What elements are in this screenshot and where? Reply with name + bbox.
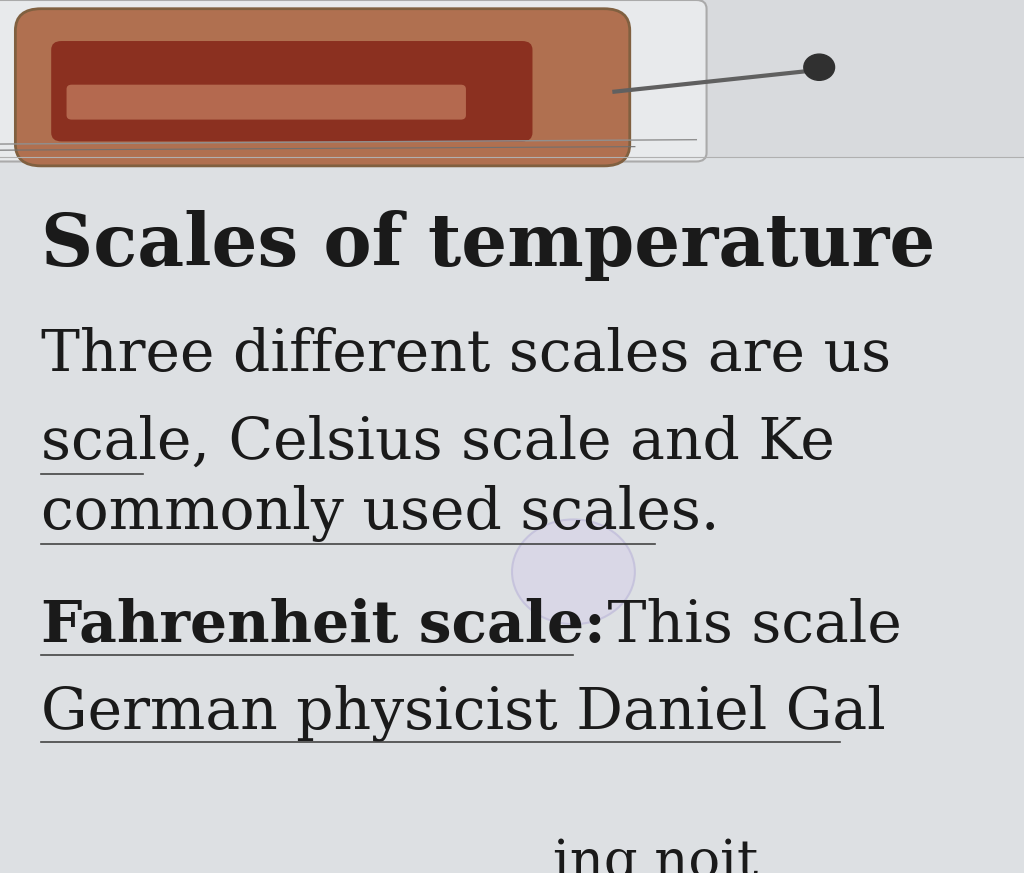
FancyBboxPatch shape: [0, 0, 707, 162]
FancyBboxPatch shape: [67, 85, 466, 120]
Text: ing noit: ing noit: [553, 838, 758, 873]
FancyBboxPatch shape: [0, 0, 1024, 157]
Text: Scales of temperature: Scales of temperature: [41, 210, 935, 280]
Text: commonly used scales.: commonly used scales.: [41, 485, 720, 541]
Text: Three different scales are us: Three different scales are us: [41, 327, 891, 383]
Text: Fahrenheit scale:: Fahrenheit scale:: [41, 598, 605, 654]
Circle shape: [512, 519, 635, 624]
FancyBboxPatch shape: [51, 41, 532, 141]
Circle shape: [804, 54, 835, 80]
Text: German physicist Daniel Gal: German physicist Daniel Gal: [41, 685, 886, 742]
Text: This scale: This scale: [589, 598, 902, 654]
FancyBboxPatch shape: [15, 9, 630, 166]
Text: scale, Celsius scale and Ke: scale, Celsius scale and Ke: [41, 415, 835, 471]
